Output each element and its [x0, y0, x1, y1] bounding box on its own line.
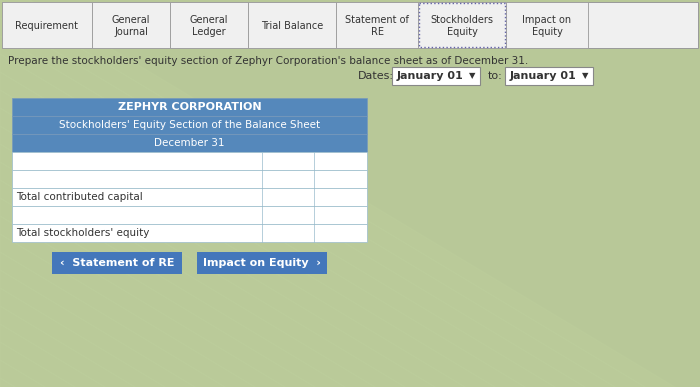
Text: Impact on
Equity: Impact on Equity: [522, 15, 572, 37]
Text: January 01: January 01: [397, 71, 463, 81]
Text: General
Journal: General Journal: [112, 15, 150, 37]
Text: Total contributed capital: Total contributed capital: [16, 192, 143, 202]
Text: Stockholders' Equity Section of the Balance Sheet: Stockholders' Equity Section of the Bala…: [59, 120, 320, 130]
Bar: [52, 252, 182, 274]
Bar: [197, 252, 327, 274]
Text: Requirement: Requirement: [15, 21, 78, 31]
Text: Prepare the stockholders' equity section of Zephyr Corporation's balance sheet a: Prepare the stockholders' equity section…: [8, 56, 528, 66]
Text: ▼: ▼: [582, 72, 588, 80]
Bar: [12, 188, 367, 206]
Bar: [2, 2, 698, 48]
Bar: [12, 152, 367, 170]
Text: Statement of
RE: Statement of RE: [345, 15, 409, 37]
Text: ‹  Statement of RE: ‹ Statement of RE: [60, 258, 174, 268]
Bar: [505, 67, 593, 85]
Bar: [12, 134, 367, 152]
Bar: [12, 116, 367, 134]
Text: Trial Balance: Trial Balance: [261, 21, 323, 31]
Text: January 01: January 01: [510, 71, 577, 81]
Text: to:: to:: [488, 71, 503, 81]
Bar: [2, 2, 92, 48]
Text: Dates:: Dates:: [358, 71, 394, 81]
Bar: [336, 2, 418, 48]
Bar: [12, 170, 367, 188]
Text: General
Ledger: General Ledger: [190, 15, 228, 37]
Bar: [12, 224, 367, 242]
Bar: [418, 2, 506, 48]
Text: December 31: December 31: [154, 138, 225, 148]
Bar: [12, 98, 367, 116]
Text: ZEPHYR CORPORATION: ZEPHYR CORPORATION: [118, 102, 261, 112]
Bar: [506, 2, 588, 48]
Bar: [248, 2, 336, 48]
Text: ▼: ▼: [469, 72, 475, 80]
Bar: [170, 2, 248, 48]
Text: Impact on Equity  ›: Impact on Equity ›: [203, 258, 321, 268]
Bar: [92, 2, 170, 48]
Bar: [12, 206, 367, 224]
Text: Total stockholders' equity: Total stockholders' equity: [16, 228, 149, 238]
Text: Stockholders
Equity: Stockholders Equity: [430, 15, 494, 37]
Bar: [419, 3, 505, 47]
Bar: [392, 67, 480, 85]
